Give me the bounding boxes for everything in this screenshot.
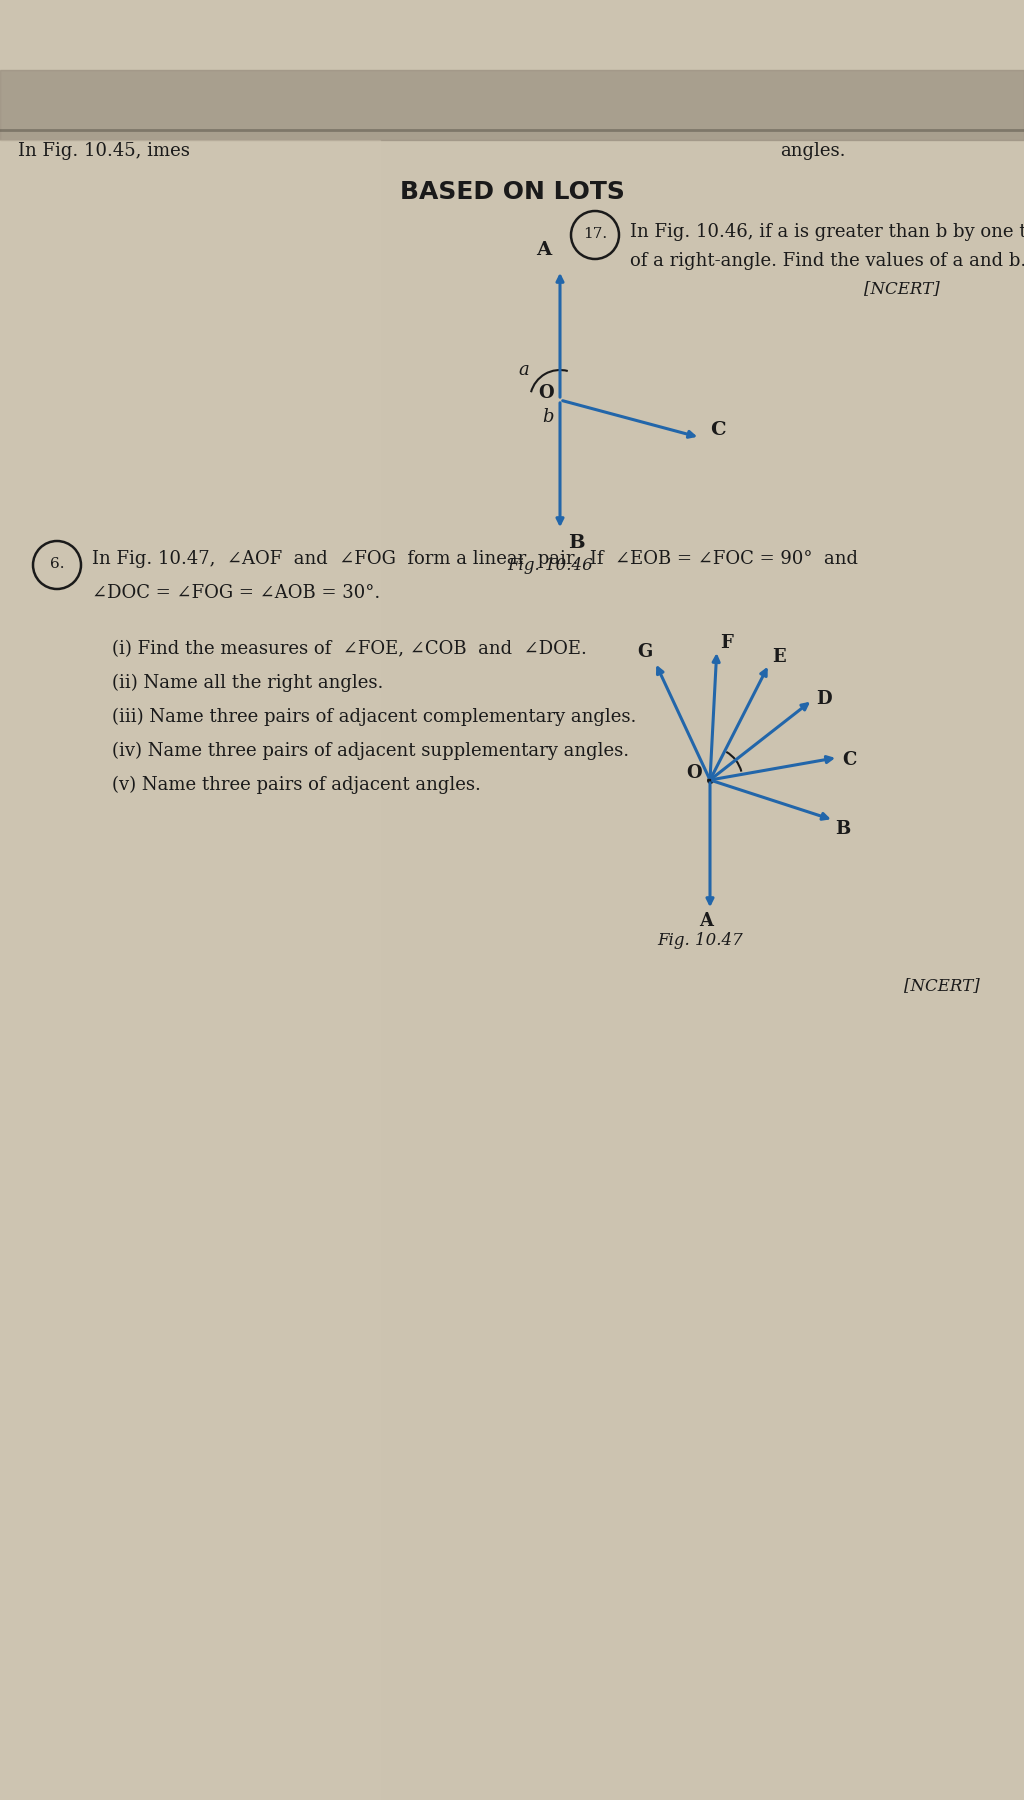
Text: (iii) Name three pairs of adjacent complementary angles.: (iii) Name three pairs of adjacent compl… xyxy=(112,707,636,725)
Text: of a right-angle. Find the values of a and b.: of a right-angle. Find the values of a a… xyxy=(630,252,1024,270)
Text: (v) Name three pairs of adjacent angles.: (v) Name three pairs of adjacent angles. xyxy=(112,776,481,794)
Text: O: O xyxy=(538,383,554,401)
Text: ∠DOC = ∠FOG = ∠AOB = 30°.: ∠DOC = ∠FOG = ∠AOB = 30°. xyxy=(92,583,380,601)
Text: C: C xyxy=(842,751,856,769)
Text: 17.: 17. xyxy=(583,227,607,241)
Text: BASED ON LOTS: BASED ON LOTS xyxy=(399,180,625,203)
Text: 6.: 6. xyxy=(50,556,65,571)
Text: In Fig. 10.47,  ∠AOF  and  ∠FOG  form a linear  pair.  If  ∠EOB = ∠FOC = 90°  an: In Fig. 10.47, ∠AOF and ∠FOG form a line… xyxy=(92,551,858,569)
Text: C: C xyxy=(710,421,726,439)
Text: Fig. 10.46: Fig. 10.46 xyxy=(507,556,593,574)
Text: E: E xyxy=(772,648,785,666)
Text: G: G xyxy=(637,643,652,661)
Text: A: A xyxy=(537,241,552,259)
Text: In Fig. 10.45, imes: In Fig. 10.45, imes xyxy=(18,142,189,160)
Text: O: O xyxy=(686,763,701,781)
Text: B: B xyxy=(836,821,851,839)
Text: (ii) Name all the right angles.: (ii) Name all the right angles. xyxy=(112,673,383,693)
Text: A: A xyxy=(699,913,713,931)
Text: D: D xyxy=(816,689,833,707)
Text: B: B xyxy=(568,535,585,553)
Polygon shape xyxy=(0,70,1024,140)
Text: Fig. 10.47: Fig. 10.47 xyxy=(657,932,742,949)
Text: In Fig. 10.46, if a is greater than b by one third: In Fig. 10.46, if a is greater than b by… xyxy=(630,223,1024,241)
Text: [NCERT]: [NCERT] xyxy=(864,281,940,297)
Text: b: b xyxy=(542,409,554,427)
Text: F: F xyxy=(720,634,733,652)
Text: a: a xyxy=(518,362,528,380)
Text: (iv) Name three pairs of adjacent supplementary angles.: (iv) Name three pairs of adjacent supple… xyxy=(112,742,629,760)
Text: (i) Find the measures of  ∠FOE, ∠COB  and  ∠DOE.: (i) Find the measures of ∠FOE, ∠COB and … xyxy=(112,641,587,659)
Text: angles.: angles. xyxy=(780,142,846,160)
Text: [NCERT]: [NCERT] xyxy=(904,977,980,994)
